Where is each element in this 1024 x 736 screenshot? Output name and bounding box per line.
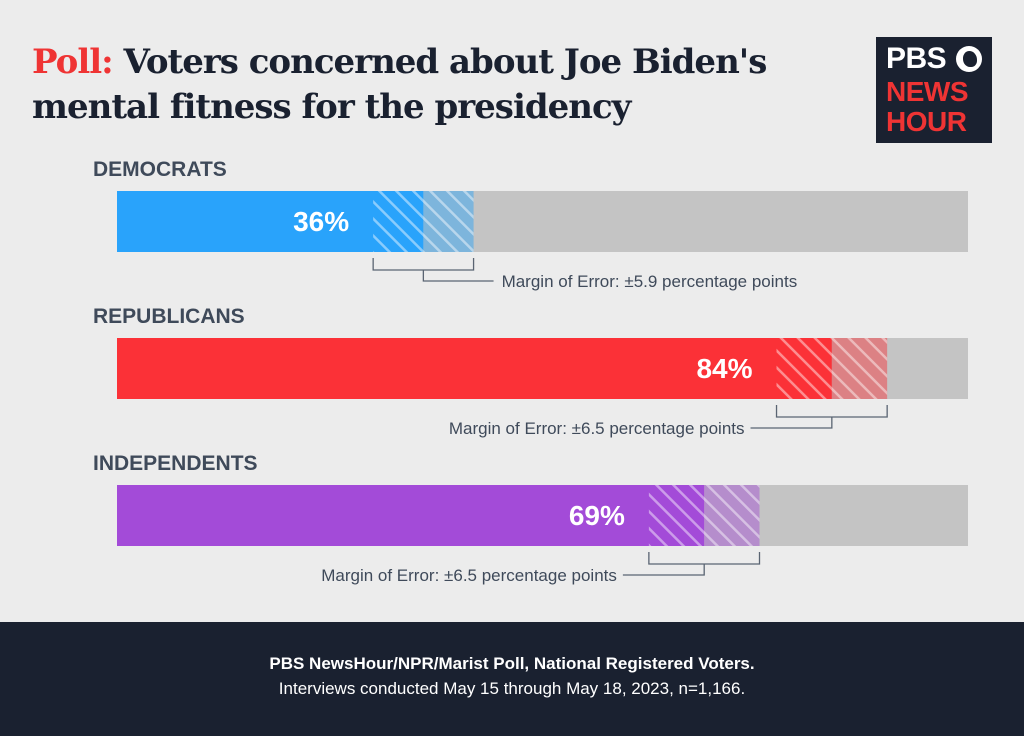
chart-title: Poll: Voters concerned about Joe Biden's…: [32, 40, 792, 130]
moe-bracket-democrats: [372, 258, 475, 271]
moe-leader-independents: [622, 564, 705, 576]
bar-democrats: [117, 191, 424, 252]
logo-hour-text: HOUR: [886, 106, 967, 137]
value-label-independents: 69%: [569, 500, 625, 531]
title-text: Voters concerned about Joe Biden's menta…: [32, 42, 767, 127]
bar-republicans: [117, 338, 832, 399]
footer: PBS NewsHour/NPR/Marist Poll, National R…: [0, 622, 1024, 736]
moe-bracket-republicans: [775, 405, 888, 418]
moe-label-republicans: Margin of Error: ±6.5 percentage points: [449, 419, 745, 438]
poll-bar-chart: DEMOCRATS 36% Margin of Error: ±5.9 percen…: [93, 158, 968, 585]
moe-bracket-independents: [648, 552, 761, 565]
moe-hatch-republicans: [776, 338, 888, 399]
footer-source: PBS NewsHour/NPR/Marist Poll, National R…: [269, 654, 755, 673]
value-label-republicans: 84%: [696, 353, 752, 384]
logo-pbs-text: PBS: [886, 42, 947, 75]
pbs-head-face-icon: [963, 51, 977, 67]
pbs-newshour-logo: PBS NEWS HOUR: [876, 37, 992, 143]
category-label-republicans: REPUBLICANS: [93, 305, 245, 328]
logo-news-text: NEWS: [886, 76, 969, 107]
moe-label-independents: Margin of Error: ±6.5 percentage points: [321, 566, 617, 585]
bar-independents: [117, 485, 705, 546]
title-lead: Poll:: [32, 42, 114, 82]
category-label-democrats: DEMOCRATS: [93, 158, 227, 181]
moe-hatch-independents: [648, 485, 760, 546]
moe-leader-republicans: [750, 417, 833, 429]
moe-leader-democrats: [422, 270, 494, 282]
category-label-independents: INDEPENDENTS: [93, 452, 258, 475]
moe-hatch-democrats: [373, 191, 474, 252]
footer-note: Interviews conducted May 15 through May …: [278, 679, 746, 698]
value-label-democrats: 36%: [293, 206, 349, 237]
moe-label-democrats: Margin of Error: ±5.9 percentage points: [502, 272, 798, 291]
